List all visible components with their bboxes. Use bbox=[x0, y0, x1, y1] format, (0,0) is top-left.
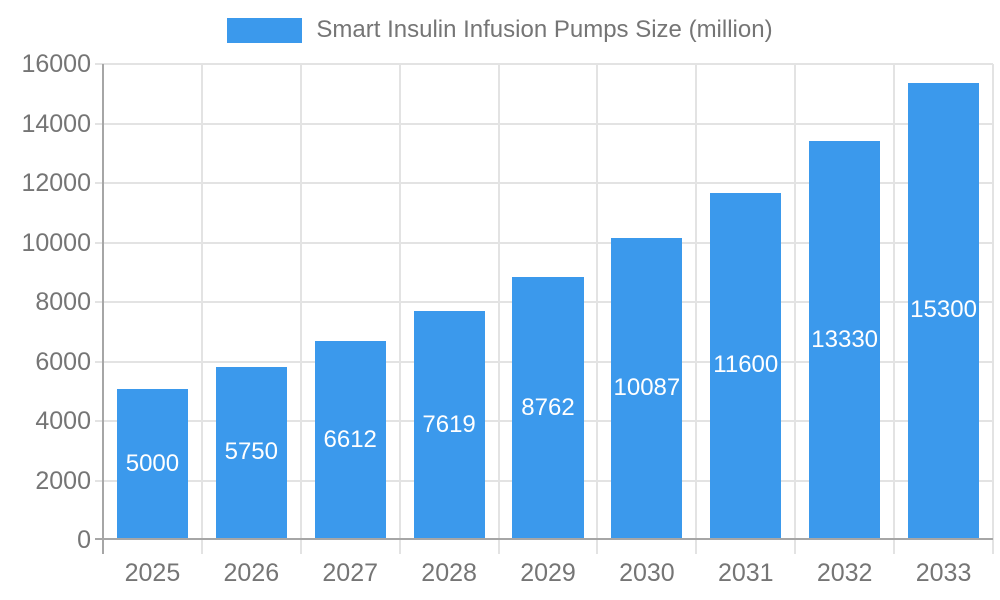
gridline-vertical bbox=[893, 64, 896, 554]
x-axis-tick-label: 2028 bbox=[421, 559, 477, 587]
bar: 5750 bbox=[215, 366, 287, 538]
bar: 10087 bbox=[611, 237, 683, 538]
gridline-vertical bbox=[398, 64, 401, 554]
bar-value-label: 6612 bbox=[323, 425, 377, 453]
bar-value-label: 11600 bbox=[713, 351, 779, 379]
bar: 15300 bbox=[907, 82, 980, 538]
bar-value-label: 7619 bbox=[422, 410, 476, 438]
x-axis-tick-label: 2032 bbox=[816, 559, 873, 587]
x-axis-line bbox=[95, 538, 993, 540]
gridline-vertical bbox=[497, 64, 500, 554]
bar: 6612 bbox=[314, 341, 386, 538]
y-axis-tick-label: 0 bbox=[77, 526, 91, 554]
bar-value-label: 5000 bbox=[125, 449, 180, 477]
bar-value-label: 13330 bbox=[811, 325, 879, 353]
bar: 5000 bbox=[116, 389, 189, 538]
bar: 7619 bbox=[413, 311, 485, 538]
bar: 8762 bbox=[512, 277, 584, 538]
bar-value-label: 15300 bbox=[910, 296, 977, 324]
gridline-vertical bbox=[794, 64, 797, 554]
x-axis-tick-label: 2030 bbox=[619, 559, 675, 587]
y-axis-tick-label: 4000 bbox=[35, 407, 91, 435]
x-axis-tick-label: 2029 bbox=[520, 559, 576, 587]
bar-value-label: 5750 bbox=[224, 438, 278, 466]
x-axis-tick-label: 2026 bbox=[223, 559, 280, 587]
y-axis-tick-label: 12000 bbox=[21, 169, 91, 197]
legend-swatch bbox=[227, 17, 303, 43]
bar: 13330 bbox=[809, 141, 881, 538]
x-axis-tick-label: 2025 bbox=[124, 559, 181, 587]
gridline-vertical bbox=[200, 64, 203, 554]
y-axis-tick-label: 16000 bbox=[21, 50, 91, 78]
y-axis-tick-label: 8000 bbox=[35, 288, 91, 316]
legend-label: Smart Insulin Infusion Pumps Size (milli… bbox=[316, 16, 773, 43]
y-axis-tick-label: 6000 bbox=[35, 347, 91, 376]
gridline-horizontal bbox=[95, 122, 993, 125]
plot-area: 5000 5750 6612 7619 8762 10087 11600 13330 15300 bbox=[95, 63, 994, 554]
gridline-vertical bbox=[992, 64, 994, 554]
y-axis-tick-label: 14000 bbox=[21, 109, 91, 138]
gridline-horizontal bbox=[95, 63, 993, 65]
bar: 11600 bbox=[710, 192, 782, 538]
legend-item[interactable]: Smart Insulin Infusion Pumps Size (milli… bbox=[0, 16, 1000, 44]
y-axis-tick-label: 10000 bbox=[21, 228, 91, 257]
y-axis-line bbox=[102, 64, 104, 554]
y-axis-tick-label: 2000 bbox=[35, 466, 91, 495]
x-axis-tick-label: 2033 bbox=[915, 559, 972, 587]
bar-value-label: 8762 bbox=[521, 393, 575, 421]
gridline-vertical bbox=[299, 64, 302, 554]
x-axis-tick-label: 2027 bbox=[322, 559, 379, 587]
x-axis-tick-label: 2031 bbox=[717, 559, 774, 587]
bar-value-label: 10087 bbox=[613, 373, 681, 401]
gridline-vertical bbox=[596, 64, 599, 554]
gridline-vertical bbox=[695, 64, 698, 554]
